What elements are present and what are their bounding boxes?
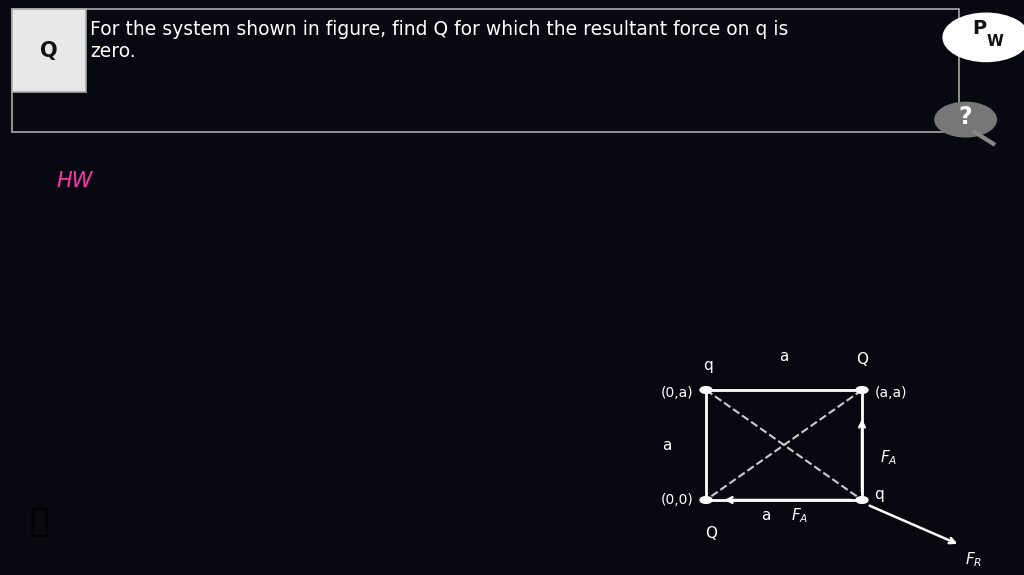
- Text: q: q: [703, 358, 713, 373]
- Text: Q: Q: [856, 352, 868, 367]
- Text: $F_A$: $F_A$: [792, 506, 809, 525]
- Text: For the system shown in figure, find Q for which the resultant force on q is
zer: For the system shown in figure, find Q f…: [90, 20, 788, 61]
- Circle shape: [943, 13, 1024, 62]
- Text: P: P: [972, 19, 986, 39]
- FancyBboxPatch shape: [12, 9, 959, 132]
- Text: $F_R$: $F_R$: [965, 551, 982, 569]
- Text: 🤲: 🤲: [29, 504, 49, 537]
- Text: ?: ?: [958, 105, 973, 129]
- Text: a: a: [663, 438, 672, 453]
- Text: W: W: [987, 34, 1004, 49]
- Text: (0,0): (0,0): [660, 493, 693, 507]
- Text: q: q: [874, 487, 884, 502]
- Circle shape: [856, 497, 868, 503]
- Text: a: a: [761, 508, 770, 523]
- Circle shape: [856, 386, 868, 393]
- Circle shape: [700, 386, 712, 393]
- Text: a: a: [779, 349, 788, 364]
- Text: HW: HW: [56, 171, 93, 191]
- FancyBboxPatch shape: [12, 9, 86, 92]
- Circle shape: [935, 102, 996, 137]
- Text: Q: Q: [40, 41, 58, 60]
- Text: (0,a): (0,a): [662, 386, 693, 400]
- Text: $F_A$: $F_A$: [881, 448, 898, 467]
- Circle shape: [700, 497, 712, 503]
- Text: (a,a): (a,a): [874, 386, 907, 400]
- Text: Q: Q: [706, 526, 717, 541]
